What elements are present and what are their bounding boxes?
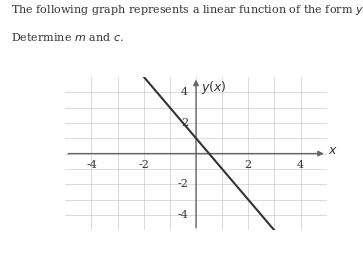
Text: -4: -4 xyxy=(177,210,188,220)
Text: -4: -4 xyxy=(86,160,97,170)
Text: -2: -2 xyxy=(177,179,188,189)
Text: Determine $m$ and $c$.: Determine $m$ and $c$. xyxy=(11,31,124,43)
Text: 4: 4 xyxy=(181,87,188,97)
Text: $x$: $x$ xyxy=(328,144,338,157)
Text: 2: 2 xyxy=(245,160,252,170)
Text: 2: 2 xyxy=(181,118,188,128)
Text: $y(x)$: $y(x)$ xyxy=(201,79,227,96)
Text: -2: -2 xyxy=(138,160,149,170)
Text: 4: 4 xyxy=(297,160,304,170)
Text: The following graph represents a linear function of the form $y = mx+c$.: The following graph represents a linear … xyxy=(11,3,363,17)
